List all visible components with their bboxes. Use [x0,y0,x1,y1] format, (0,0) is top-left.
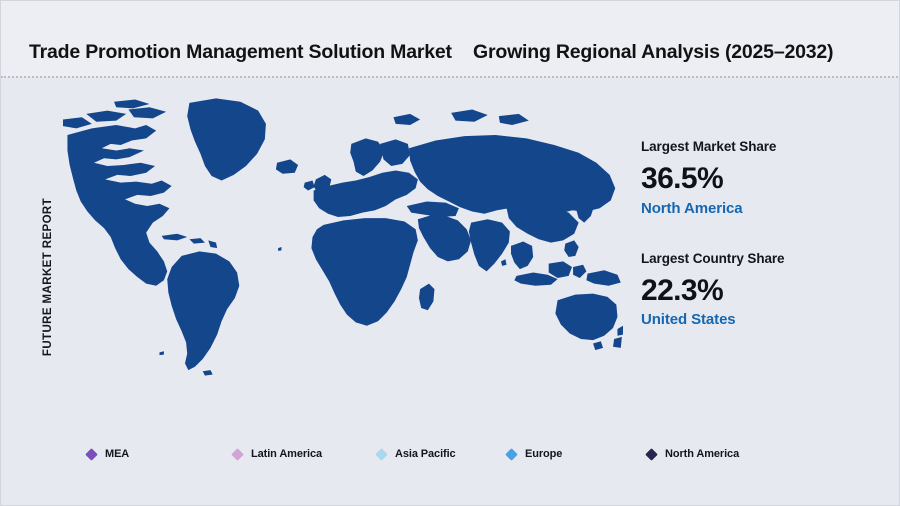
stat-block-country-share: Largest Country Share 22.3% United State… [641,251,886,329]
region-greenland [187,98,266,181]
legend-marker-diamond-icon [375,447,388,461]
page-subtitle: Growing Regional Analysis (2025–2032) [473,41,834,63]
island-ireland [303,180,315,191]
legend-item-north-america[interactable]: North America [645,447,740,461]
stat-value: 22.3% [641,273,724,307]
island-cuba [161,233,188,241]
arctic-island-4 [114,99,150,109]
map-legend: MEA Latin America Asia Pacific Europe No… [85,447,807,468]
region-scandinavia-east [380,139,411,167]
region-northern-asia [408,135,616,219]
stat-region: United States [641,311,736,328]
title-band [1,1,899,77]
stat-region: North America [641,199,743,217]
region-north-america [67,125,172,286]
legend-marker-diamond-icon [645,447,658,461]
island-japan [576,199,595,223]
page-title: Trade Promotion Management Solution Mark… [29,41,452,63]
island-tasmania [593,341,604,351]
island-pacific-speck-1 [278,247,282,251]
island-caribbean-arc [208,240,218,249]
world-map-svg [63,98,623,376]
stats-panel: Largest Market Share 36.5% North America… [641,139,886,362]
island-falkland [202,370,213,376]
island-svalbard [393,113,421,126]
legend-marker-diamond-icon [85,447,98,461]
stat-label: Largest Market Share [641,139,777,154]
region-indochina [511,241,534,270]
title-divider [1,76,899,78]
island-iceland [275,159,299,174]
region-middle-east [417,214,472,262]
island-new-zealand-s [613,336,622,348]
legend-item-label: Asia Pacific [395,448,456,460]
legend-item-mea[interactable]: MEA [85,447,130,461]
arctic-island-3 [63,117,92,129]
legend-item-label: North America [665,448,740,460]
legend-item-label: Europe [525,448,563,460]
legend-item-latin-america[interactable]: Latin America [231,447,323,461]
island-arctic-ne [498,113,529,126]
region-south-asia [468,219,510,272]
island-sulawesi [573,264,587,279]
island-hispaniola [189,238,205,244]
region-europe-mainland [313,170,418,218]
island-new-guinea [586,270,621,286]
brand-watermark-label: FUTURE MARKET REPORT [42,197,54,357]
stat-block-market-share: Largest Market Share 36.5% North America [641,139,886,217]
island-novaya-zemlya [451,109,488,122]
legend-item-asia-pacific[interactable]: Asia Pacific [375,447,456,461]
region-south-america [167,251,240,371]
region-africa [311,218,418,326]
island-philippines [564,240,579,257]
island-new-zealand-n [617,325,623,336]
island-madagascar [418,283,435,311]
island-great-britain [313,174,332,195]
stat-label: Largest Country Share [641,250,785,266]
island-borneo [548,261,572,279]
stat-value: 36.5% [641,162,724,195]
region-australia [555,293,618,341]
arctic-island-2 [128,107,167,119]
island-sumatra-java [514,272,558,286]
island-pacific-speck-2 [159,351,164,356]
region-scandinavia [350,138,385,177]
legend-item-europe[interactable]: Europe [505,447,563,461]
world-map-container [63,97,623,397]
region-east-asia [506,203,579,243]
legend-marker-diamond-icon [231,447,244,461]
island-sri-lanka [501,259,507,266]
map-landmasses [63,98,623,376]
legend-item-label: MEA [105,448,130,460]
legend-item-label: Latin America [251,448,323,460]
arctic-island-1 [86,110,127,122]
region-caspian-turkey [406,201,459,218]
legend-marker-diamond-icon [505,447,518,461]
